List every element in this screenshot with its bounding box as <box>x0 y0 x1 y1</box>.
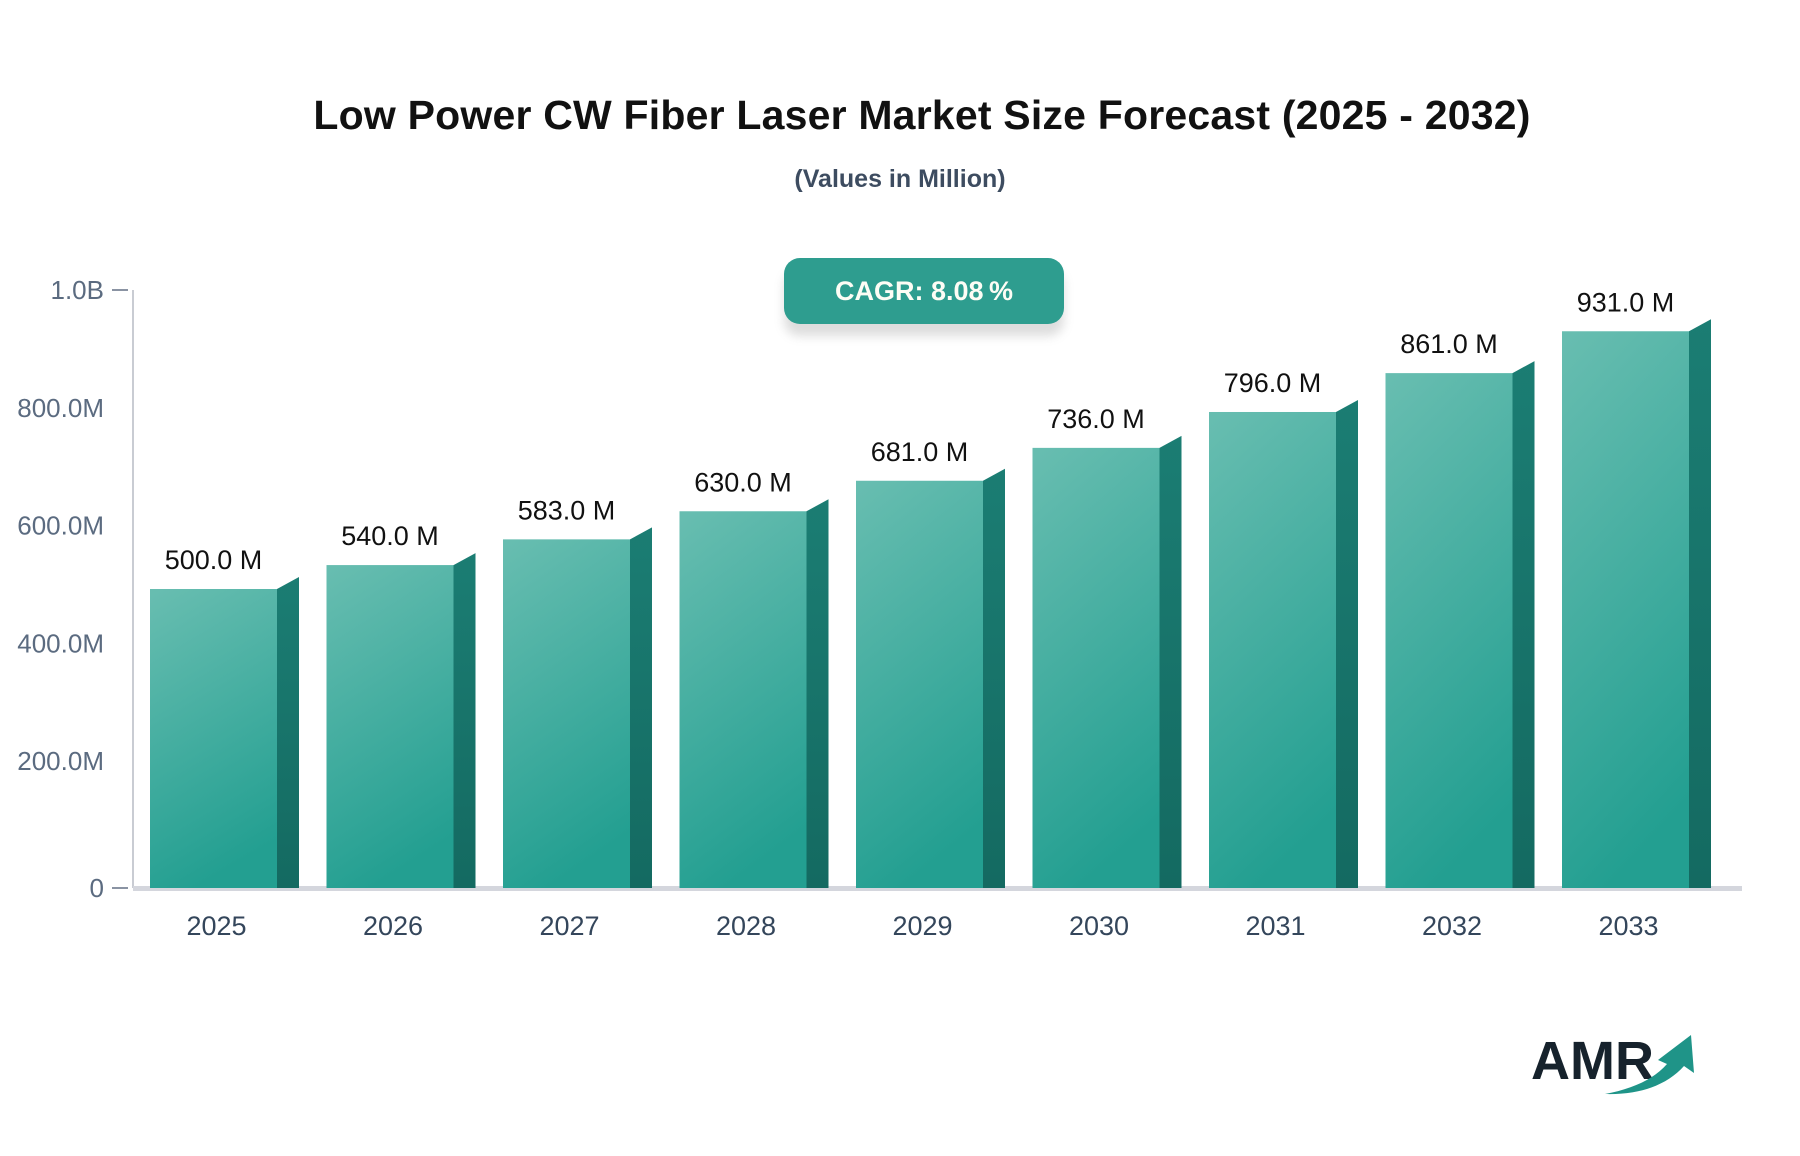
svg-text:400.0M: 400.0M <box>17 628 104 658</box>
svg-text:2033: 2033 <box>1598 911 1658 941</box>
svg-text:2027: 2027 <box>539 911 599 941</box>
svg-text:736.0 M: 736.0 M <box>1047 404 1145 434</box>
svg-text:681.0 M: 681.0 M <box>871 437 969 467</box>
svg-text:2028: 2028 <box>716 911 776 941</box>
svg-text:861.0 M: 861.0 M <box>1400 329 1498 359</box>
svg-text:200.0M: 200.0M <box>17 746 104 776</box>
svg-text:2032: 2032 <box>1422 911 1482 941</box>
svg-text:2030: 2030 <box>1069 911 1129 941</box>
svg-text:2031: 2031 <box>1245 911 1305 941</box>
svg-text:2025: 2025 <box>186 911 246 941</box>
svg-text:500.0 M: 500.0 M <box>165 545 263 575</box>
svg-text:600.0M: 600.0M <box>17 511 104 541</box>
svg-text:800.0M: 800.0M <box>17 393 104 423</box>
svg-text:583.0 M: 583.0 M <box>518 495 616 525</box>
svg-text:931.0 M: 931.0 M <box>1577 287 1675 317</box>
svg-text:0: 0 <box>90 873 104 903</box>
svg-text:630.0 M: 630.0 M <box>694 467 792 497</box>
svg-text:796.0 M: 796.0 M <box>1224 368 1322 398</box>
svg-text:2029: 2029 <box>892 911 952 941</box>
svg-text:1.0B: 1.0B <box>51 275 105 305</box>
svg-text:540.0 M: 540.0 M <box>341 521 439 551</box>
svg-text:2026: 2026 <box>363 911 423 941</box>
